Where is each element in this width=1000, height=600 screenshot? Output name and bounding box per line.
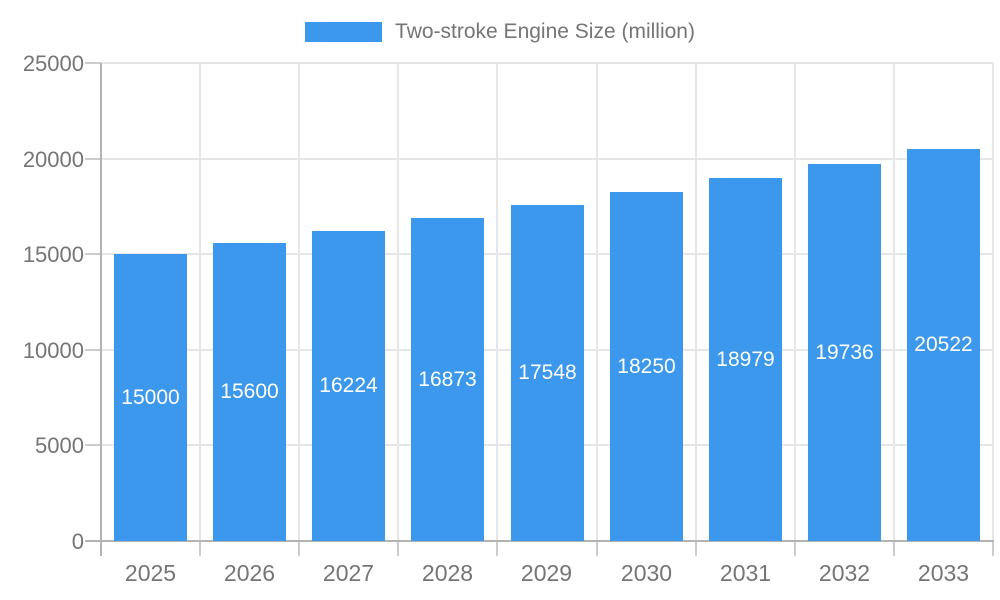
bar-2025[interactable]: 15000: [114, 254, 187, 541]
x-axis-label: 2028: [421, 560, 474, 586]
x-tick-mark: [695, 541, 697, 556]
x-tick-mark: [298, 541, 300, 556]
y-axis-label: 0: [71, 529, 84, 554]
x-gridline: [893, 63, 895, 541]
x-gridline: [496, 63, 498, 541]
x-tick-mark: [992, 541, 994, 556]
y-axis-line: [100, 63, 102, 541]
bar-2031[interactable]: 18979: [709, 178, 782, 541]
y-axis-label: 20000: [22, 147, 84, 172]
bar-2029[interactable]: 17548: [511, 205, 584, 541]
y-tick-mark: [85, 540, 101, 542]
x-gridline: [199, 63, 201, 541]
x-axis-label: 2029: [520, 560, 573, 586]
y-gridline: [101, 62, 993, 64]
x-gridline: [397, 63, 399, 541]
x-tick-mark: [100, 541, 102, 556]
bar-2027[interactable]: 16224: [312, 231, 385, 541]
x-tick-mark: [199, 541, 201, 556]
bar-2030[interactable]: 18250: [610, 192, 683, 541]
y-tick-mark: [85, 349, 101, 351]
legend-swatch: [305, 22, 383, 42]
x-axis-label: 2033: [917, 560, 970, 586]
bar-value-label: 20522: [914, 333, 973, 356]
y-axis-label: 25000: [22, 51, 84, 76]
bar-2028[interactable]: 16873: [411, 218, 484, 541]
x-axis-label: 2032: [818, 560, 871, 586]
x-gridline: [596, 63, 598, 541]
x-tick-mark: [893, 541, 895, 556]
x-axis-line: [100, 540, 994, 542]
x-gridline: [695, 63, 697, 541]
y-axis-label: 5000: [35, 433, 84, 458]
bar-value-label: 15000: [121, 385, 180, 409]
y-tick-mark: [85, 253, 101, 255]
x-axis-label: 2026: [223, 560, 276, 586]
x-axis-label: 2027: [322, 560, 375, 586]
bar-value-label: 17548: [518, 361, 577, 384]
legend-label: Two-stroke Engine Size (million): [395, 20, 695, 43]
bar-value-label: 18979: [716, 347, 775, 371]
y-tick-mark: [85, 444, 101, 446]
x-axis-label: 2030: [620, 560, 673, 586]
bar-value-label: 16224: [319, 374, 378, 397]
bar-value-label: 16873: [418, 367, 477, 391]
bar-2033[interactable]: 20522: [907, 149, 980, 541]
x-tick-mark: [794, 541, 796, 556]
bar-value-label: 18250: [617, 354, 676, 378]
x-axis-label: 2031: [719, 560, 772, 586]
bar-value-label: 15600: [220, 380, 279, 403]
y-axis-label: 10000: [22, 338, 84, 363]
x-gridline: [298, 63, 300, 541]
y-axis-label: 15000: [22, 242, 84, 267]
x-gridline: [794, 63, 796, 541]
x-gridline: [992, 63, 994, 541]
legend[interactable]: Two-stroke Engine Size (million): [0, 20, 1000, 44]
bar-value-label: 19736: [815, 340, 874, 364]
y-tick-mark: [85, 158, 101, 160]
y-gridline: [101, 158, 993, 160]
bar-2032[interactable]: 19736: [808, 164, 881, 541]
x-tick-mark: [496, 541, 498, 556]
bar-2026[interactable]: 15600: [213, 243, 286, 541]
y-tick-mark: [85, 62, 101, 64]
x-axis-label: 2025: [124, 560, 177, 586]
x-tick-mark: [596, 541, 598, 556]
x-tick-mark: [397, 541, 399, 556]
